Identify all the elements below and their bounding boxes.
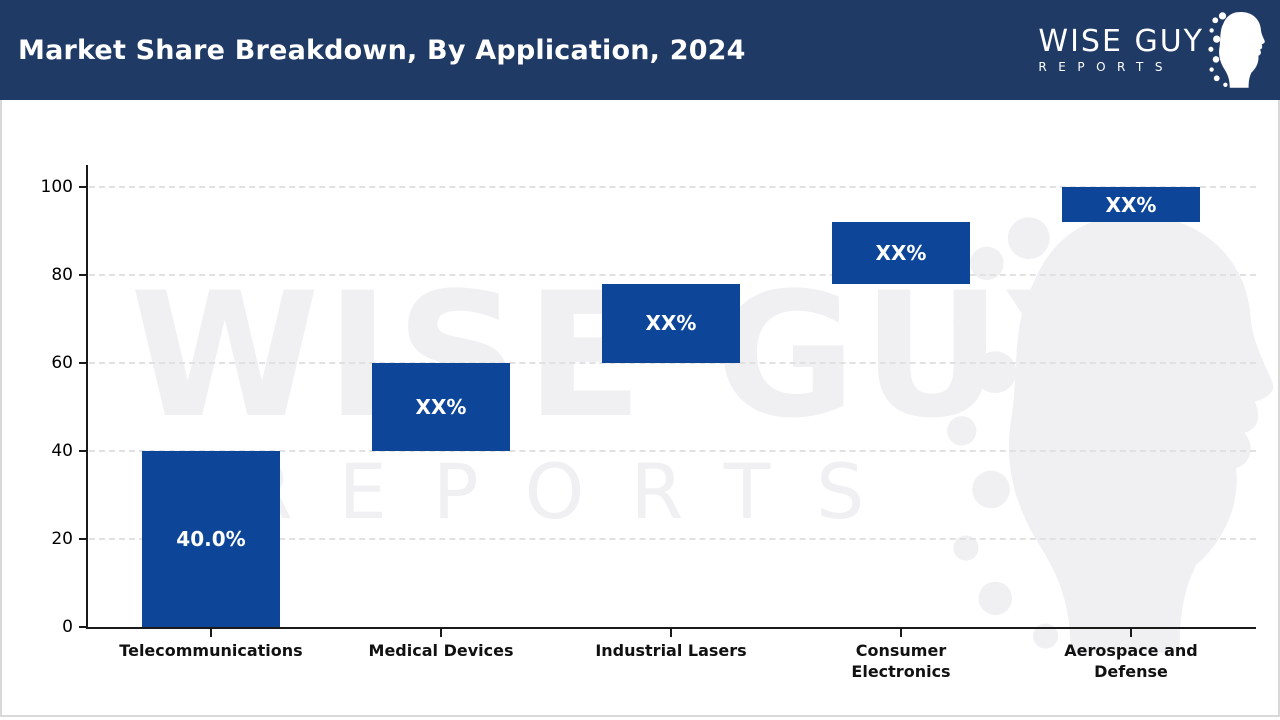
x-axis-category-label-line: Telecommunications xyxy=(119,641,303,660)
brand-logo: WISE GUY REPORTS xyxy=(1038,8,1266,92)
x-axis-category-label-line: Industrial Lasers xyxy=(595,641,747,660)
bar-telecommunications xyxy=(142,451,280,627)
header-band: Market Share Breakdown, By Application, … xyxy=(0,0,1280,100)
y-axis-tick xyxy=(79,274,88,276)
brand-wordmark: WISE GUY REPORTS xyxy=(1038,26,1204,75)
x-axis-category-label-line: Defense xyxy=(1094,662,1168,682)
y-axis-tick-label: 80 xyxy=(51,265,73,285)
y-axis-line xyxy=(86,165,88,629)
gridline-20 xyxy=(89,538,1256,540)
y-axis-tick xyxy=(79,450,88,452)
gridline-80 xyxy=(89,274,1256,276)
bar-aerospace-and-defense xyxy=(1062,187,1200,223)
brand-name: WISE GUY xyxy=(1038,23,1204,59)
x-axis-tick xyxy=(900,629,902,637)
x-axis-line xyxy=(86,627,1256,629)
y-axis-tick xyxy=(79,538,88,540)
gridline-100 xyxy=(89,186,1256,188)
x-axis-category-label-line: Electronics xyxy=(851,662,951,682)
bar-industrial-lasers xyxy=(602,283,740,363)
x-axis-category-label-line: Consumer xyxy=(855,641,947,660)
y-axis-tick xyxy=(79,186,88,188)
y-axis-tick-label: 0 xyxy=(62,617,73,637)
bar-value-label: XX% xyxy=(645,311,697,336)
bar-value-label: XX% xyxy=(875,241,927,265)
x-axis-category-label-line: Medical Devices xyxy=(368,641,514,660)
y-axis-tick-label: 40 xyxy=(51,441,73,461)
y-axis-tick-label: 100 xyxy=(40,177,73,197)
bar-value-label: XX% xyxy=(1105,192,1157,217)
x-axis-tick xyxy=(440,629,442,637)
x-axis-category-label: Consumer Electronics xyxy=(786,640,1016,682)
x-axis-tick xyxy=(670,629,672,637)
y-axis-tick xyxy=(79,362,88,364)
y-axis-tick xyxy=(79,626,88,628)
y-axis-tick-label: 20 xyxy=(51,529,73,549)
x-axis-category-label: Industrial Lasers xyxy=(556,640,786,661)
gridline-40 xyxy=(89,450,1256,452)
y-axis-tick-label: 60 xyxy=(51,353,73,373)
x-axis-tick xyxy=(1130,629,1132,637)
x-axis-category-label: Aerospace and Defense xyxy=(1016,640,1246,682)
chart-title: Market Share Breakdown, By Application, … xyxy=(18,34,746,66)
chart-area: WISE GUY REPORTS 0 20 40 60 80 100 40.0% Teleco… xyxy=(0,100,1280,720)
x-axis-tick xyxy=(210,629,212,637)
brand-subtext: REPORTS xyxy=(1038,60,1174,75)
x-axis-category-label: Telecommunications xyxy=(96,640,326,661)
bar-medical-devices xyxy=(372,363,510,451)
x-axis-category-label-line: Aerospace and xyxy=(1064,641,1198,660)
x-axis-category-label: Medical Devices xyxy=(326,640,556,661)
gridline-60 xyxy=(89,362,1256,364)
bar-value-label: XX% xyxy=(415,395,467,419)
bar-consumer-electronics xyxy=(832,222,970,284)
bar-value-label: 40.0% xyxy=(176,527,246,551)
